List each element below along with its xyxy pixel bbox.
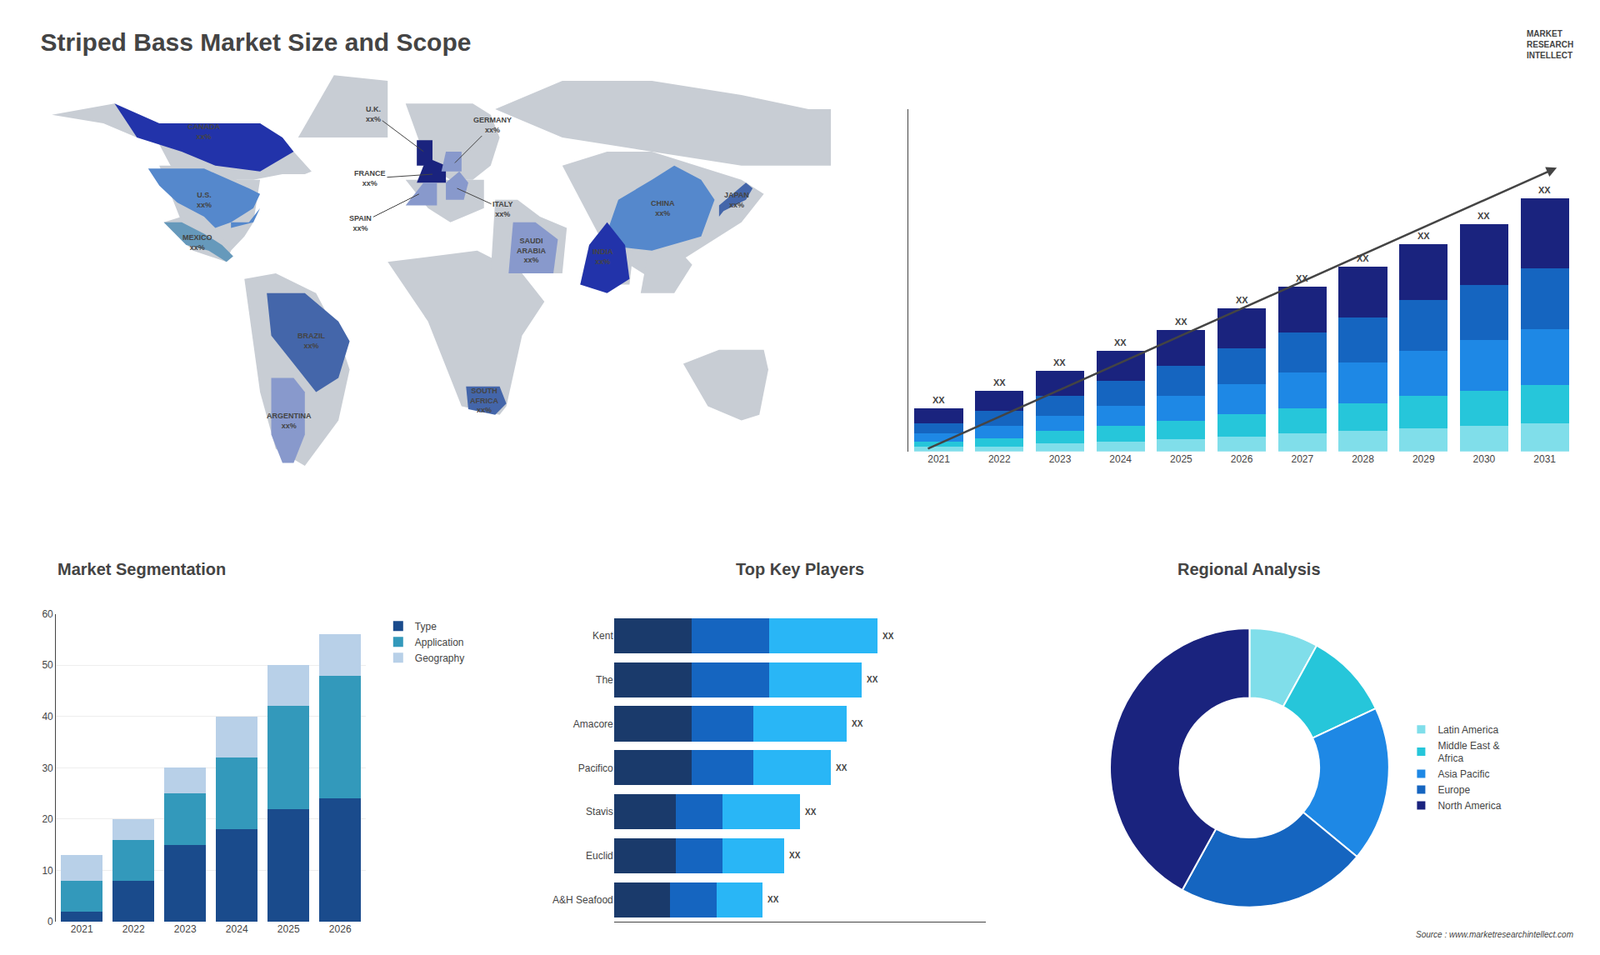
svg-text:XX: XX [866, 675, 879, 685]
svg-text:40: 40 [41, 710, 54, 723]
svg-text:XX: XX [1114, 337, 1127, 348]
svg-text:2024: 2024 [1109, 453, 1132, 465]
svg-text:2029: 2029 [1412, 453, 1435, 465]
svg-text:2026: 2026 [1230, 453, 1254, 465]
svg-text:Regional Analysis: Regional Analysis [1177, 560, 1321, 579]
svg-text:Europe: Europe [1437, 784, 1470, 796]
svg-text:Middle East &Africa: Middle East &Africa [1437, 740, 1500, 765]
svg-text:INDIAxx%: INDIAxx% [592, 247, 614, 266]
svg-text:JAPANxx%: JAPANxx% [724, 190, 750, 210]
svg-text:XX: XX [767, 895, 780, 905]
svg-text:CHINAxx%: CHINAxx% [650, 199, 675, 218]
svg-text:MEXICOxx%: MEXICOxx% [182, 233, 213, 252]
svg-text:Latin America: Latin America [1437, 724, 1499, 736]
svg-text:Geography: Geography [415, 652, 465, 665]
svg-text:Source : www.marketresearchint: Source : www.marketresearchintellect.com [1415, 930, 1574, 940]
svg-text:XX: XX [1175, 316, 1188, 327]
svg-text:ITALYxx%: ITALYxx% [492, 200, 514, 219]
svg-text:Asia Pacific: Asia Pacific [1437, 768, 1490, 780]
svg-text:50: 50 [41, 659, 54, 671]
svg-text:2021: 2021 [927, 453, 950, 465]
svg-text:Pacifico: Pacifico [578, 762, 614, 775]
svg-text:Type: Type [415, 620, 437, 633]
svg-text:ARGENTINAxx%: ARGENTINAxx% [266, 411, 312, 430]
svg-text:XX: XX [805, 807, 817, 817]
svg-text:MARKETRESEARCHINTELLECT: MARKETRESEARCHINTELLECT [1526, 29, 1574, 60]
svg-text:XX: XX [1295, 273, 1309, 284]
svg-text:The: The [595, 674, 614, 686]
svg-text:XX: XX [1538, 185, 1551, 195]
svg-text:U.K.xx%: U.K.xx% [365, 105, 381, 124]
svg-text:SAUDIARABIAxx%: SAUDIARABIAxx% [516, 236, 546, 265]
svg-text:Euclid: Euclid [585, 850, 614, 862]
svg-text:2023: 2023 [1049, 453, 1072, 465]
svg-text:FRANCExx%: FRANCExx% [354, 169, 386, 188]
svg-text:U.S.xx%: U.S.xx% [196, 190, 212, 210]
svg-text:XX: XX [1417, 230, 1430, 241]
svg-text:2027: 2027 [1290, 453, 1314, 465]
svg-text:XX: XX [1477, 210, 1490, 221]
svg-text:2025: 2025 [277, 923, 300, 935]
svg-text:Amacore: Amacore [573, 718, 614, 730]
svg-text:XX: XX [882, 631, 895, 641]
svg-text:XX: XX [1053, 357, 1066, 368]
svg-text:XX: XX [1235, 295, 1249, 305]
svg-text:SOUTHAFRICAxx%: SOUTHAFRICAxx% [470, 386, 499, 415]
svg-text:0: 0 [47, 915, 54, 928]
svg-text:Striped Bass Market Size and S: Striped Bass Market Size and Scope [40, 28, 472, 56]
svg-text:Application: Application [415, 636, 465, 649]
svg-text:2025: 2025 [1170, 453, 1193, 465]
svg-text:20: 20 [41, 813, 54, 825]
svg-text:XX: XX [789, 850, 801, 860]
svg-text:GERMANYxx%: GERMANYxx% [473, 115, 512, 135]
svg-text:North America: North America [1437, 800, 1501, 812]
svg-text:CANADAxx%: CANADAxx% [187, 122, 220, 141]
svg-text:2021: 2021 [70, 923, 94, 935]
svg-text:2024: 2024 [225, 923, 249, 935]
svg-text:2022: 2022 [122, 923, 145, 935]
svg-text:BRAZILxx%: BRAZILxx% [297, 331, 325, 350]
svg-text:10: 10 [41, 865, 54, 877]
svg-text:SPAINxx%: SPAINxx% [349, 214, 372, 233]
svg-text:XX: XX [1356, 253, 1370, 264]
svg-text:2030: 2030 [1473, 453, 1496, 465]
svg-text:2023: 2023 [174, 923, 197, 935]
svg-text:XX: XX [993, 377, 1006, 388]
svg-text:Stavis: Stavis [585, 805, 614, 818]
svg-text:2028: 2028 [1351, 453, 1375, 465]
svg-text:2022: 2022 [988, 453, 1011, 465]
svg-text:XX: XX [932, 395, 945, 405]
svg-text:XX: XX [851, 719, 864, 729]
svg-text:XX: XX [835, 763, 848, 773]
svg-text:2026: 2026 [329, 923, 352, 935]
svg-text:Top Key Players: Top Key Players [735, 560, 865, 579]
svg-text:Kent: Kent [592, 630, 614, 642]
svg-text:60: 60 [41, 608, 54, 620]
svg-text:Market Segmentation: Market Segmentation [57, 560, 226, 579]
svg-text:30: 30 [41, 762, 54, 775]
svg-text:A&H Seafood: A&H Seafood [552, 894, 614, 906]
svg-text:2031: 2031 [1533, 453, 1556, 465]
